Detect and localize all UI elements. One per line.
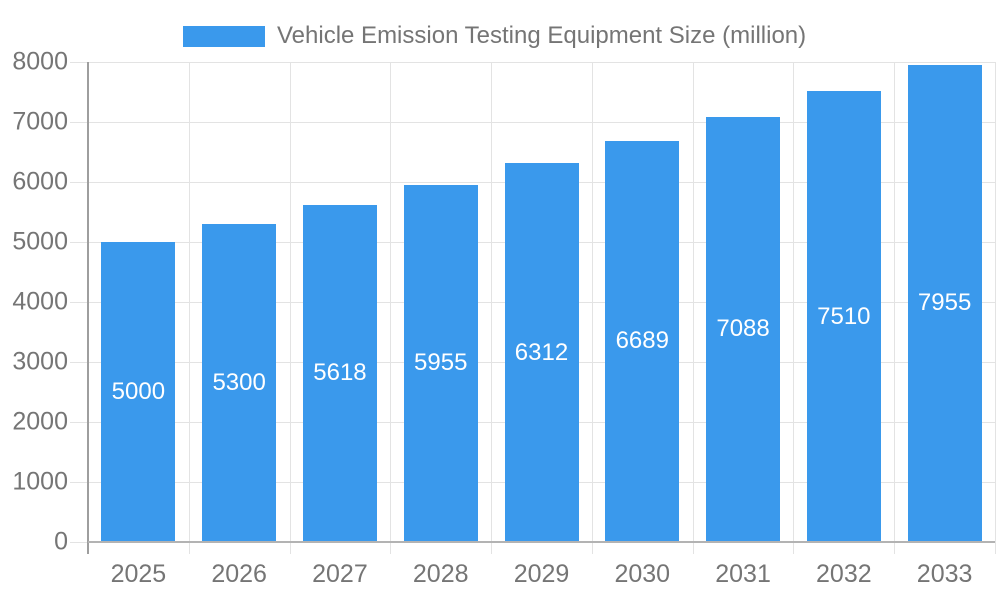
gridline-vertical (491, 62, 493, 554)
gridline-vertical (188, 62, 190, 554)
y-axis-tick-label: 1000 (12, 467, 68, 496)
x-axis-tick-label: 2026 (211, 560, 267, 588)
bar-value-label: 5300 (212, 369, 266, 396)
x-axis-tick-label: 2027 (312, 560, 368, 588)
legend-label: Vehicle Emission Testing Equipment Size … (277, 22, 807, 49)
bar (101, 242, 176, 542)
legend-swatch (183, 25, 265, 47)
gridline-vertical (390, 62, 392, 554)
bar (806, 91, 881, 542)
bar-value-label: 6312 (514, 338, 569, 366)
x-axis-tick-label: 2031 (715, 560, 771, 588)
y-axis-tick-label: 4000 (12, 287, 68, 316)
bar-value-label: 5000 (111, 378, 166, 405)
x-axis-tick-label: 2028 (412, 560, 469, 588)
bar (302, 204, 377, 542)
bar (504, 163, 579, 542)
bar-value-label: 7955 (917, 289, 972, 317)
y-axis-tick-label: 7000 (12, 107, 68, 136)
x-axis-tick-label: 2025 (110, 560, 167, 588)
y-axis-line (87, 62, 89, 554)
y-axis-tick-label: 3000 (12, 347, 68, 376)
y-axis-tick-label: 8000 (12, 47, 68, 76)
bar-value-label: 6689 (615, 327, 669, 355)
bar (907, 64, 982, 542)
y-axis-tick-label: 5000 (12, 227, 68, 256)
gridline-vertical (591, 62, 593, 554)
x-axis-tick-label: 2033 (916, 560, 973, 588)
bar (202, 224, 277, 542)
y-axis-tick-label: 6000 (12, 167, 68, 196)
gridline-vertical (289, 62, 291, 554)
legend: Vehicle Emission Testing Equipment Size … (183, 22, 806, 50)
gridline-vertical (995, 62, 996, 554)
gridline-horizontal (70, 122, 995, 123)
x-axis-tick-label: 2029 (513, 560, 570, 588)
bar-value-label: 5955 (414, 349, 468, 377)
gridline-vertical (894, 62, 896, 554)
bar (403, 184, 478, 542)
x-axis-line (88, 541, 995, 543)
y-axis-tick-label: 0 (54, 527, 68, 556)
bar-value-label: 5618 (313, 359, 367, 387)
gridline-vertical (793, 62, 795, 554)
bar (706, 116, 781, 542)
bar (605, 140, 680, 542)
y-axis-tick-label: 2000 (12, 407, 68, 436)
x-axis-tick-label: 2030 (614, 560, 671, 588)
bar-value-label: 7088 (716, 315, 770, 343)
gridline-vertical (692, 62, 694, 554)
x-axis-tick-label: 2032 (816, 560, 872, 588)
bar-value-label: 7510 (817, 302, 871, 330)
gridline-horizontal (70, 62, 995, 63)
